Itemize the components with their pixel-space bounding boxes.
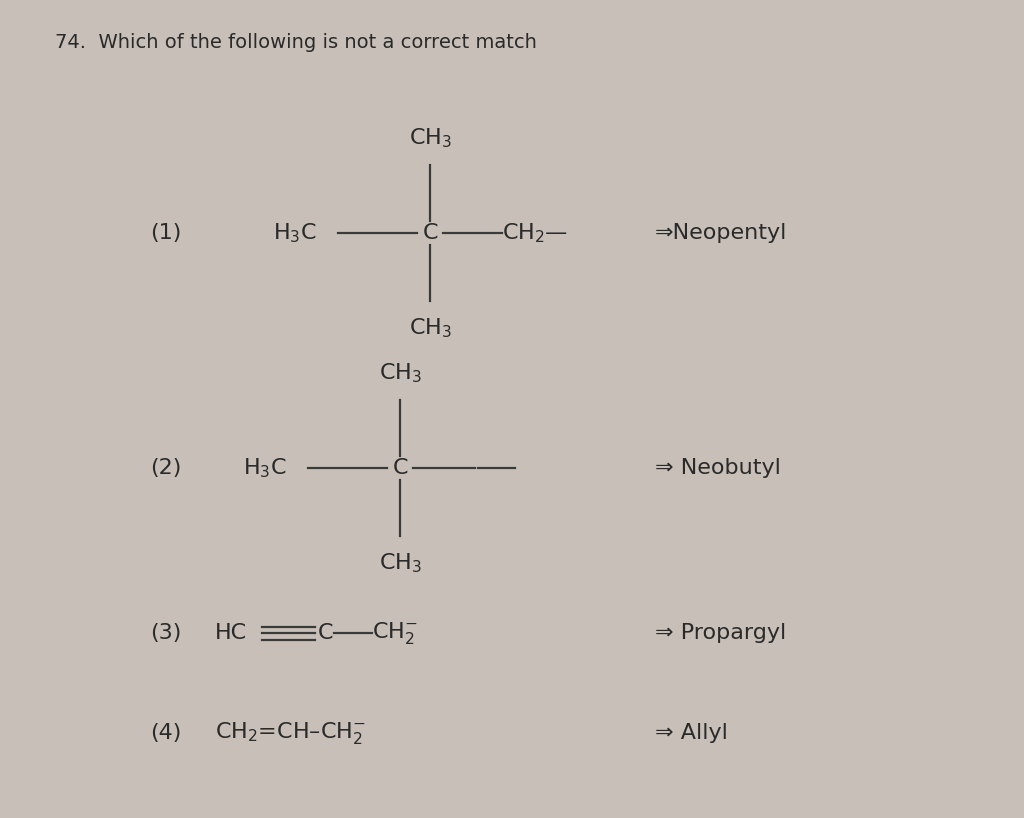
Text: ⇒ Neobutyl: ⇒ Neobutyl [655, 458, 781, 478]
Text: (4): (4) [150, 723, 181, 743]
Text: H$_3$C: H$_3$C [243, 456, 287, 480]
Text: 74.  Which of the following is not a correct match: 74. Which of the following is not a corr… [55, 33, 537, 52]
Text: C: C [392, 458, 408, 478]
Text: ⇒ Allyl: ⇒ Allyl [655, 723, 728, 743]
Text: ⇒ Propargyl: ⇒ Propargyl [655, 623, 786, 643]
Text: CH$_2^{-}$: CH$_2^{-}$ [372, 620, 418, 646]
Text: CH$_3$: CH$_3$ [409, 126, 452, 150]
Text: CH$_2$=CH–CH$_2^{-}$: CH$_2$=CH–CH$_2^{-}$ [215, 720, 366, 746]
Text: (1): (1) [150, 223, 181, 243]
Text: (3): (3) [150, 623, 181, 643]
Text: ⇒Neopentyl: ⇒Neopentyl [655, 223, 787, 243]
Text: CH$_3$: CH$_3$ [379, 551, 422, 575]
Text: H$_3$C: H$_3$C [273, 221, 316, 245]
Text: CH$_3$: CH$_3$ [409, 317, 452, 339]
Text: (2): (2) [150, 458, 181, 478]
Text: C: C [422, 223, 437, 243]
Text: CH$_2$—: CH$_2$— [502, 221, 568, 245]
Text: C: C [318, 623, 334, 643]
Text: HC: HC [215, 623, 247, 643]
Text: CH$_3$: CH$_3$ [379, 362, 422, 384]
